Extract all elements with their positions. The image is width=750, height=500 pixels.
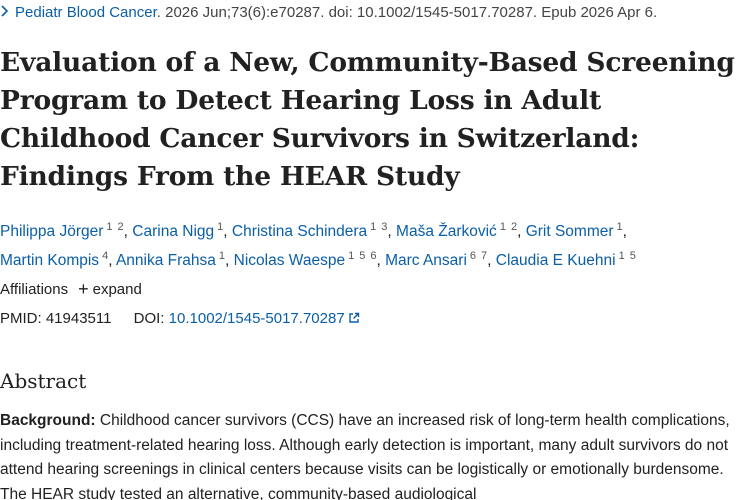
affiliation-ref[interactable]: 1 — [218, 250, 226, 262]
author-link[interactable]: Martin Kompis 4 — [0, 250, 108, 269]
abstract-heading: Abstract — [0, 369, 87, 393]
pmid-label: PMID: — [0, 310, 42, 327]
background-text: Childhood cancer survivors (CCS) have an… — [0, 412, 730, 500]
affiliation-ref[interactable]: 2 — [510, 221, 518, 233]
author-affiliation-refs: 4 — [102, 250, 108, 262]
author-separator: , — [223, 223, 232, 240]
expand-label: expand — [92, 281, 142, 298]
chevron-right-icon[interactable] — [0, 4, 9, 18]
author-list: Philippa Jörger 1 2, Carina Nigg 1, Christi… — [0, 215, 748, 273]
author-separator: , — [123, 223, 133, 240]
external-link-icon — [348, 312, 359, 323]
author-link[interactable]: Marc Ansari 6 7 — [385, 250, 487, 269]
citation-line: Pediatr Blood Cancer. 2026 Jun;73(6):e70… — [0, 3, 657, 23]
author-link[interactable]: Annika Frahsa 1 — [115, 250, 225, 269]
affiliations-label: Affiliations — [0, 281, 69, 298]
doi-label: DOI: — [133, 310, 165, 327]
author-affiliation-refs: 1 — [617, 221, 623, 233]
author-name: Marc Ansari — [385, 252, 467, 269]
doi-value: 10.1002/1545-5017.70287 — [168, 310, 345, 327]
author-name: Nicolas Waespe — [233, 252, 346, 269]
affiliation-ref[interactable]: 3 — [381, 221, 388, 233]
author-name: Maša Žarković — [396, 223, 497, 240]
author-separator: , — [387, 223, 397, 240]
author-name: Carina Nigg — [132, 223, 215, 240]
author-separator: , — [225, 252, 234, 269]
author-separator: , — [622, 223, 627, 240]
author-separator: , — [487, 252, 496, 269]
affiliation-ref[interactable]: 1 — [618, 250, 625, 262]
pmid-value: 41943511 — [45, 310, 112, 327]
article-title: Evaluation of a New, Community‐Based Scr… — [0, 47, 735, 192]
affiliation-ref[interactable]: 1 — [106, 221, 113, 233]
affiliation-ref[interactable]: 1 — [217, 221, 224, 233]
journal-link[interactable]: Pediatr Blood Cancer — [15, 4, 157, 21]
author-name: Philippa Jörger — [0, 223, 104, 240]
author-name: Claudia E Kuehni — [495, 252, 616, 269]
author-affiliation-refs: 1 — [219, 250, 225, 262]
author-name: Grit Sommer — [525, 223, 614, 240]
author-separator: , — [517, 223, 526, 240]
affiliation-ref[interactable]: 1 — [370, 221, 377, 233]
affiliation-ref[interactable]: 5 — [629, 250, 636, 262]
author-separator: , — [376, 252, 386, 269]
doi-link[interactable]: 10.1002/1545-5017.70287 — [169, 310, 360, 327]
affiliation-ref[interactable]: 4 — [102, 250, 109, 262]
author-link[interactable]: Maša Žarković 1 2 — [396, 221, 517, 240]
affiliation-ref[interactable]: 2 — [117, 221, 124, 233]
affiliation-ref[interactable]: 1 — [499, 221, 506, 233]
abstract-body: Background: Childhood cancer survivors (… — [0, 409, 748, 500]
author-link[interactable]: Carina Nigg 1 — [132, 221, 223, 240]
affiliation-ref[interactable]: 1 — [348, 250, 355, 262]
affiliation-ref[interactable]: 5 — [359, 250, 366, 262]
author-link[interactable]: Claudia E Kuehni 1 5 — [495, 250, 636, 269]
affiliation-ref[interactable]: 6 — [370, 250, 377, 262]
author-separator: , — [108, 252, 116, 269]
author-name: Annika Frahsa — [115, 252, 216, 269]
expand-affiliations-button[interactable]: + expand — [78, 279, 142, 299]
citation-details: . 2026 Jun;73(6):e70287. doi: 10.1002/15… — [156, 4, 658, 21]
plus-icon: + — [78, 279, 89, 299]
author-affiliation-refs: 1 — [217, 221, 223, 233]
identifiers-row: PMID: 41943511 DOI: 10.1002/1545-5017.70… — [0, 309, 360, 329]
author-link[interactable]: Christina Schindera 1 3 — [231, 221, 388, 240]
affiliation-ref[interactable]: 6 — [469, 250, 477, 262]
author-link[interactable]: Nicolas Waespe 1 5 6 — [233, 250, 377, 269]
affiliation-ref[interactable]: 7 — [481, 250, 488, 262]
author-name: Martin Kompis — [0, 252, 100, 269]
author-link[interactable]: Grit Sommer 1 — [525, 221, 623, 240]
author-link[interactable]: Philippa Jörger 1 2 — [0, 221, 124, 240]
background-label: Background: — [0, 412, 96, 429]
affiliation-ref[interactable]: 1 — [616, 221, 623, 233]
author-name: Christina Schindera — [231, 223, 368, 240]
affiliations-row: Affiliations + expand — [0, 280, 142, 300]
